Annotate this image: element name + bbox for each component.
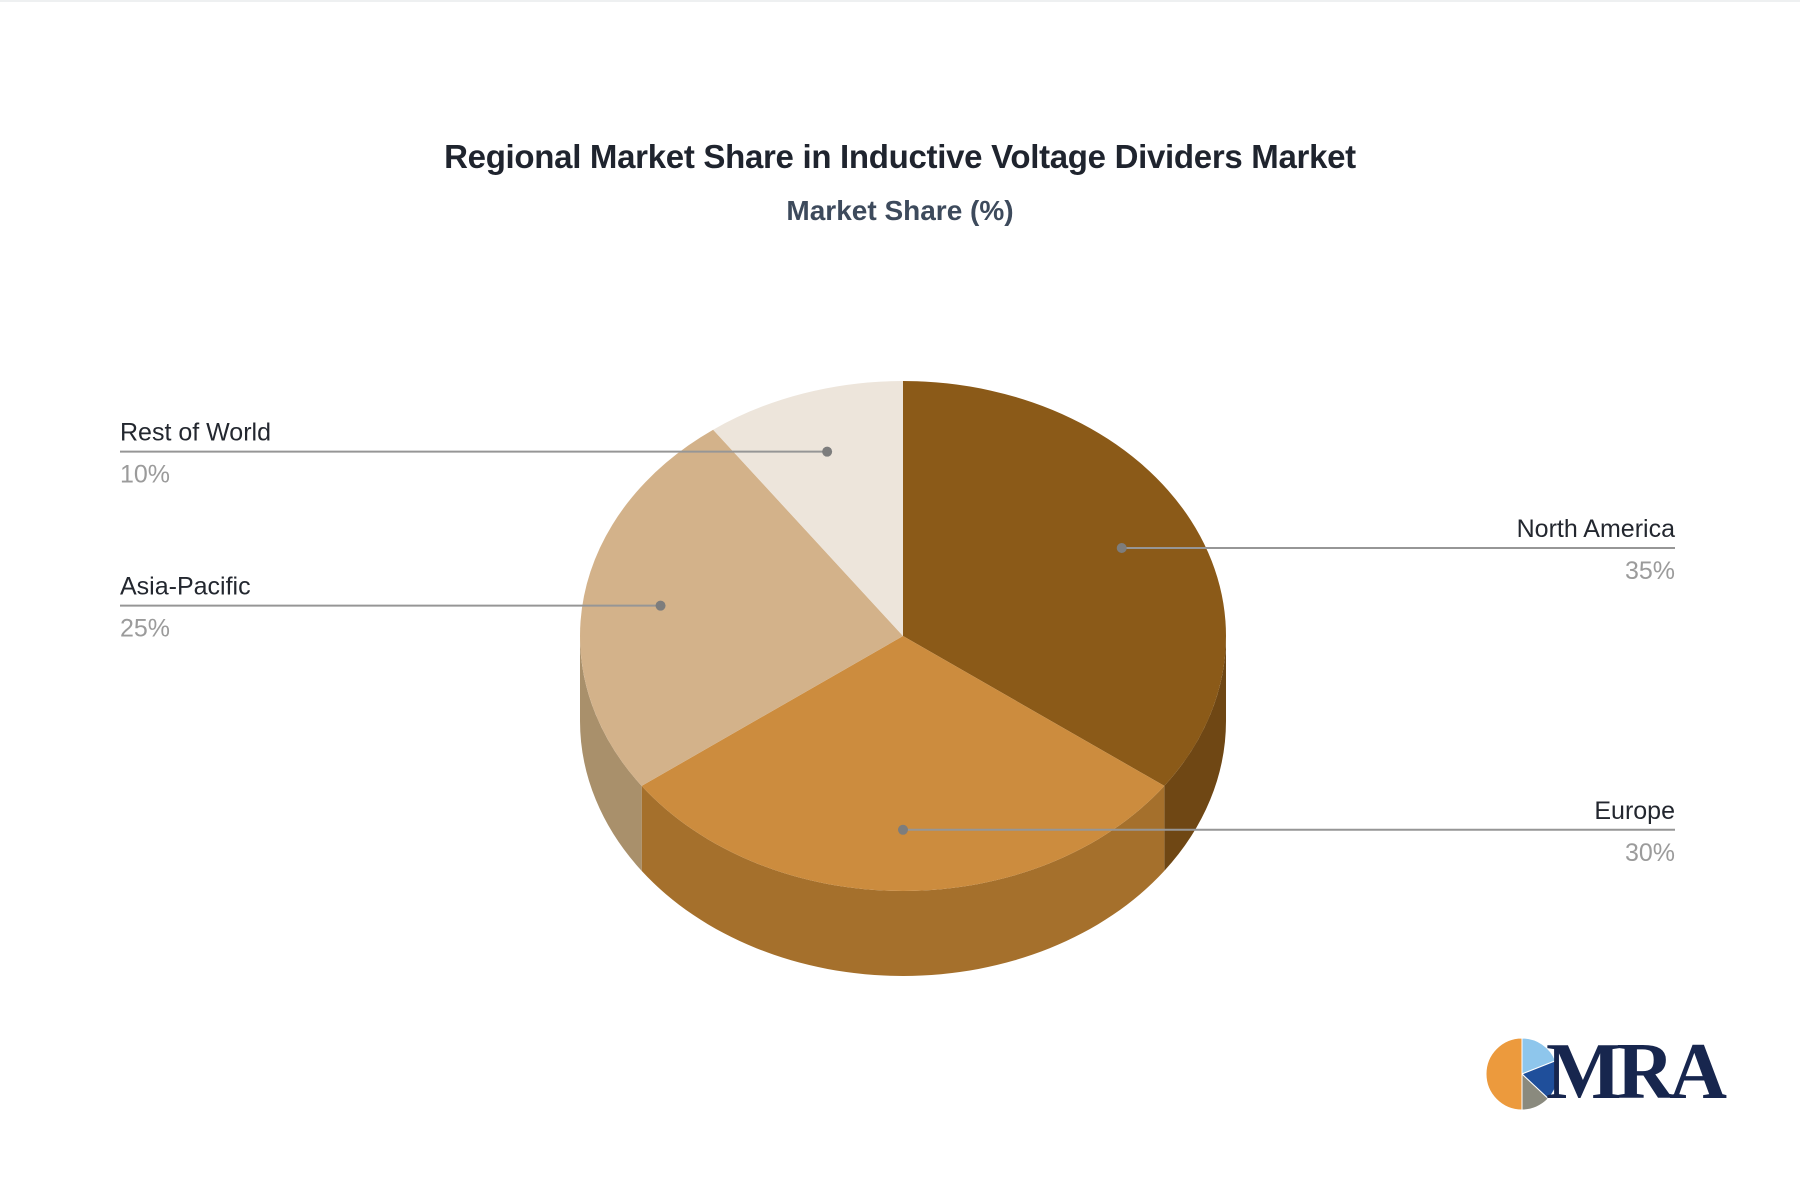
pie-slice-asia-pacific[interactable]	[580, 429, 903, 786]
callout-europe: Europe 30%	[898, 797, 1675, 867]
pie-slice-side-europe	[641, 785, 1165, 977]
pie-slice-europe[interactable]	[641, 636, 1165, 891]
pie-slice-side-asia-pacific	[580, 636, 642, 871]
callout-value: 10%	[120, 461, 170, 489]
logo-pie-slice-1	[1521, 1060, 1559, 1100]
callout-label: Rest of World	[120, 419, 271, 447]
callout-dot	[822, 446, 833, 457]
logo-text: MRA	[1545, 1028, 1727, 1116]
callout-rest-of-world: Rest of World 10%	[120, 419, 833, 489]
callout-label: Europe	[1594, 797, 1675, 825]
brand-logo: MRA	[1484, 1028, 1727, 1116]
callout-dot	[1116, 543, 1127, 554]
pie-slice-north-america[interactable]	[903, 381, 1226, 786]
page-title: Regional Market Share in Inductive Volta…	[444, 138, 1356, 175]
callout-label: North America	[1517, 515, 1675, 543]
pie-slice-side-north-america	[1164, 636, 1226, 871]
callout-label: Asia-Pacific	[120, 573, 251, 601]
callout-value: 35%	[1625, 557, 1675, 585]
logo-pie-slice-3	[1485, 1037, 1523, 1111]
logo-pie-slice-0	[1521, 1037, 1557, 1075]
callout-asia-pacific: Asia-Pacific 25%	[120, 573, 666, 643]
callout-value: 25%	[120, 615, 170, 643]
callout-value: 30%	[1625, 839, 1675, 867]
callout-dot	[655, 600, 666, 611]
chart-subtitle: Market Share (%)	[786, 195, 1014, 226]
logo-pie-icon	[1485, 1037, 1559, 1111]
pie-slice-rest-of-world[interactable]	[713, 381, 903, 636]
callout-dot	[898, 824, 908, 835]
callout-north-america: North America 35%	[1116, 515, 1675, 585]
